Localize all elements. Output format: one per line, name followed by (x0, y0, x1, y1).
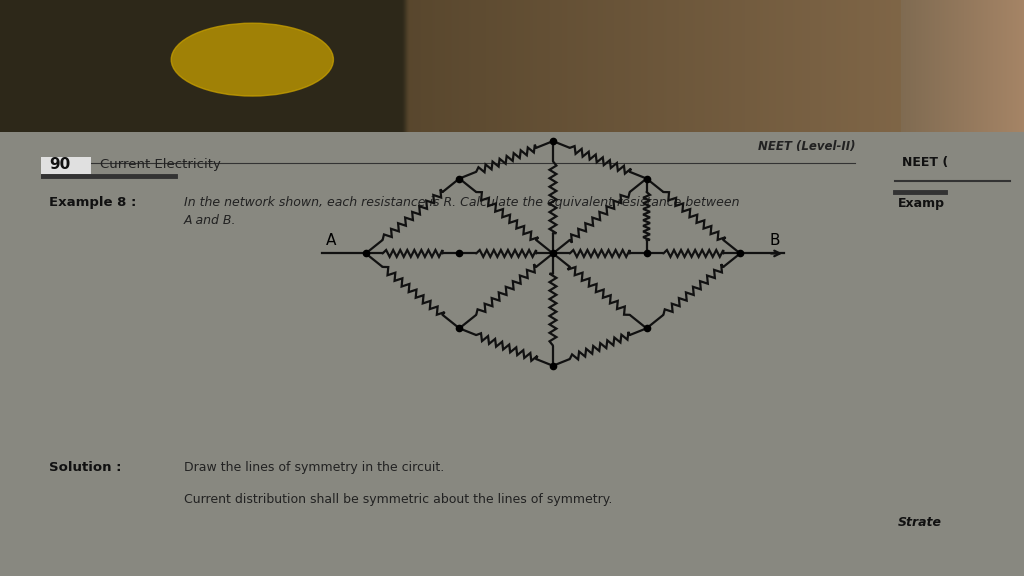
Text: A: A (327, 233, 337, 248)
Text: Strate: Strate (898, 516, 942, 529)
Text: 90: 90 (49, 157, 71, 172)
Text: NEET (Level-II): NEET (Level-II) (758, 141, 855, 153)
Text: B: B (769, 233, 779, 248)
Text: Current Electricity: Current Electricity (99, 158, 220, 172)
FancyBboxPatch shape (41, 157, 91, 174)
Text: Current distribution shall be symmetric about the lines of symmetry.: Current distribution shall be symmetric … (183, 493, 612, 506)
Text: In the network shown, each resistance is R. Calculate the equivalent resistance : In the network shown, each resistance is… (183, 196, 739, 209)
Text: Draw the lines of symmetry in the circuit.: Draw the lines of symmetry in the circui… (183, 461, 444, 475)
Ellipse shape (171, 23, 334, 96)
Text: Solution :: Solution : (49, 461, 122, 475)
Text: Example 8 :: Example 8 : (49, 196, 137, 209)
Text: NEET (: NEET ( (902, 156, 948, 169)
Text: Examp: Examp (898, 196, 945, 210)
Text: A and B.: A and B. (183, 214, 237, 228)
